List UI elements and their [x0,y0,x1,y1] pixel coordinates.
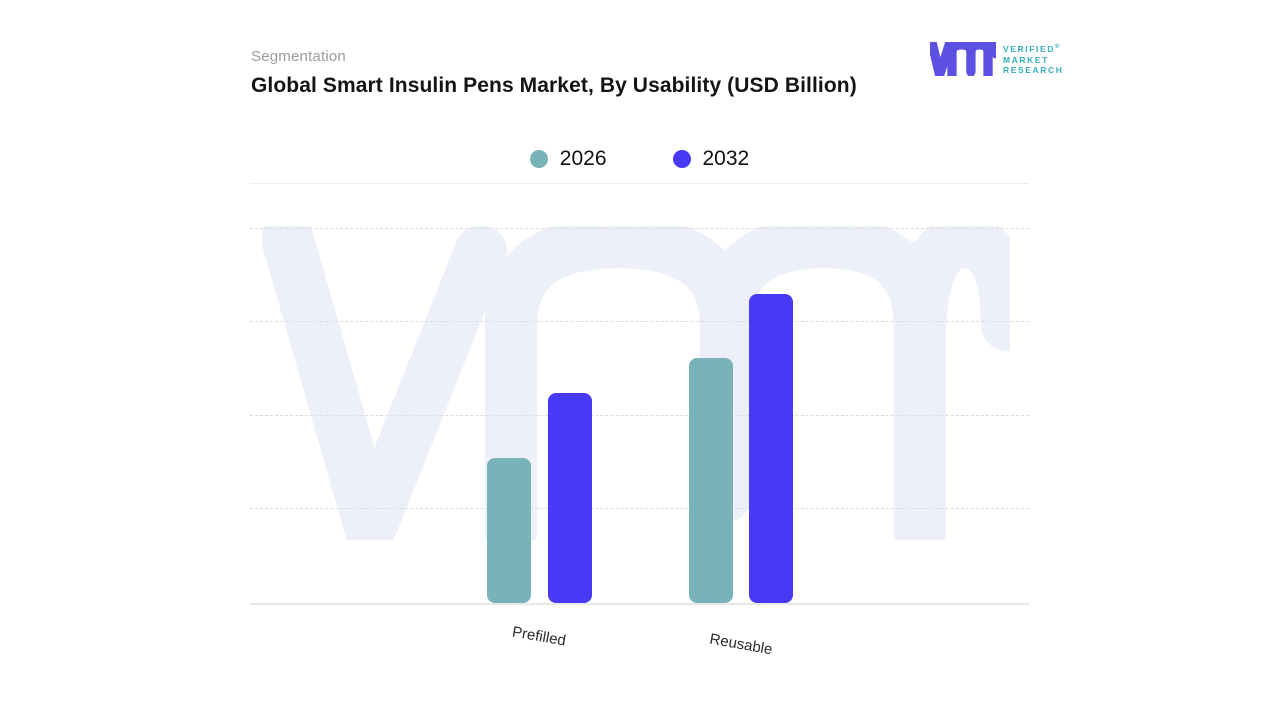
x-tick-label-reusable: Reusable [708,630,774,659]
chart-eyebrow: Segmentation [251,48,346,65]
chart-title: Global Smart Insulin Pens Market, By Usa… [251,74,857,97]
legend-swatch-2032 [672,150,691,168]
brand-logo: VERIFIED® MARKET RESEARCH [930,40,1064,76]
legend-swatch-2026 [529,150,548,168]
gridline [250,508,1029,510]
legend-item-2032: 2032 [672,147,750,171]
bar-prefilled-2032 [548,393,592,603]
registered-mark: ® [1055,44,1060,50]
gridline [250,414,1029,416]
gridline [250,321,1029,323]
brand-line-2: MARKET [1003,54,1049,65]
brand-wordmark: VERIFIED® MARKET RESEARCH [1003,40,1064,76]
legend-label-2032: 2032 [702,147,750,170]
legend: 2026 2032 [250,147,1029,171]
legend-item-2026: 2026 [529,147,607,171]
plot-area [250,183,1029,605]
bar-reusable-2032 [749,294,793,603]
vmr-monogram-icon [930,42,996,76]
brand-line-1: VERIFIED® [1003,44,1060,54]
x-tick-label-prefilled: Prefilled [510,623,568,650]
vmr-watermark-icon [262,226,1010,540]
x-axis-line [250,603,1029,605]
bar-prefilled-2026 [487,458,531,603]
bar-reusable-2026 [689,358,733,603]
gridline [250,227,1029,229]
legend-label-2026: 2026 [559,147,607,170]
brand-line-3: RESEARCH [1003,65,1064,75]
